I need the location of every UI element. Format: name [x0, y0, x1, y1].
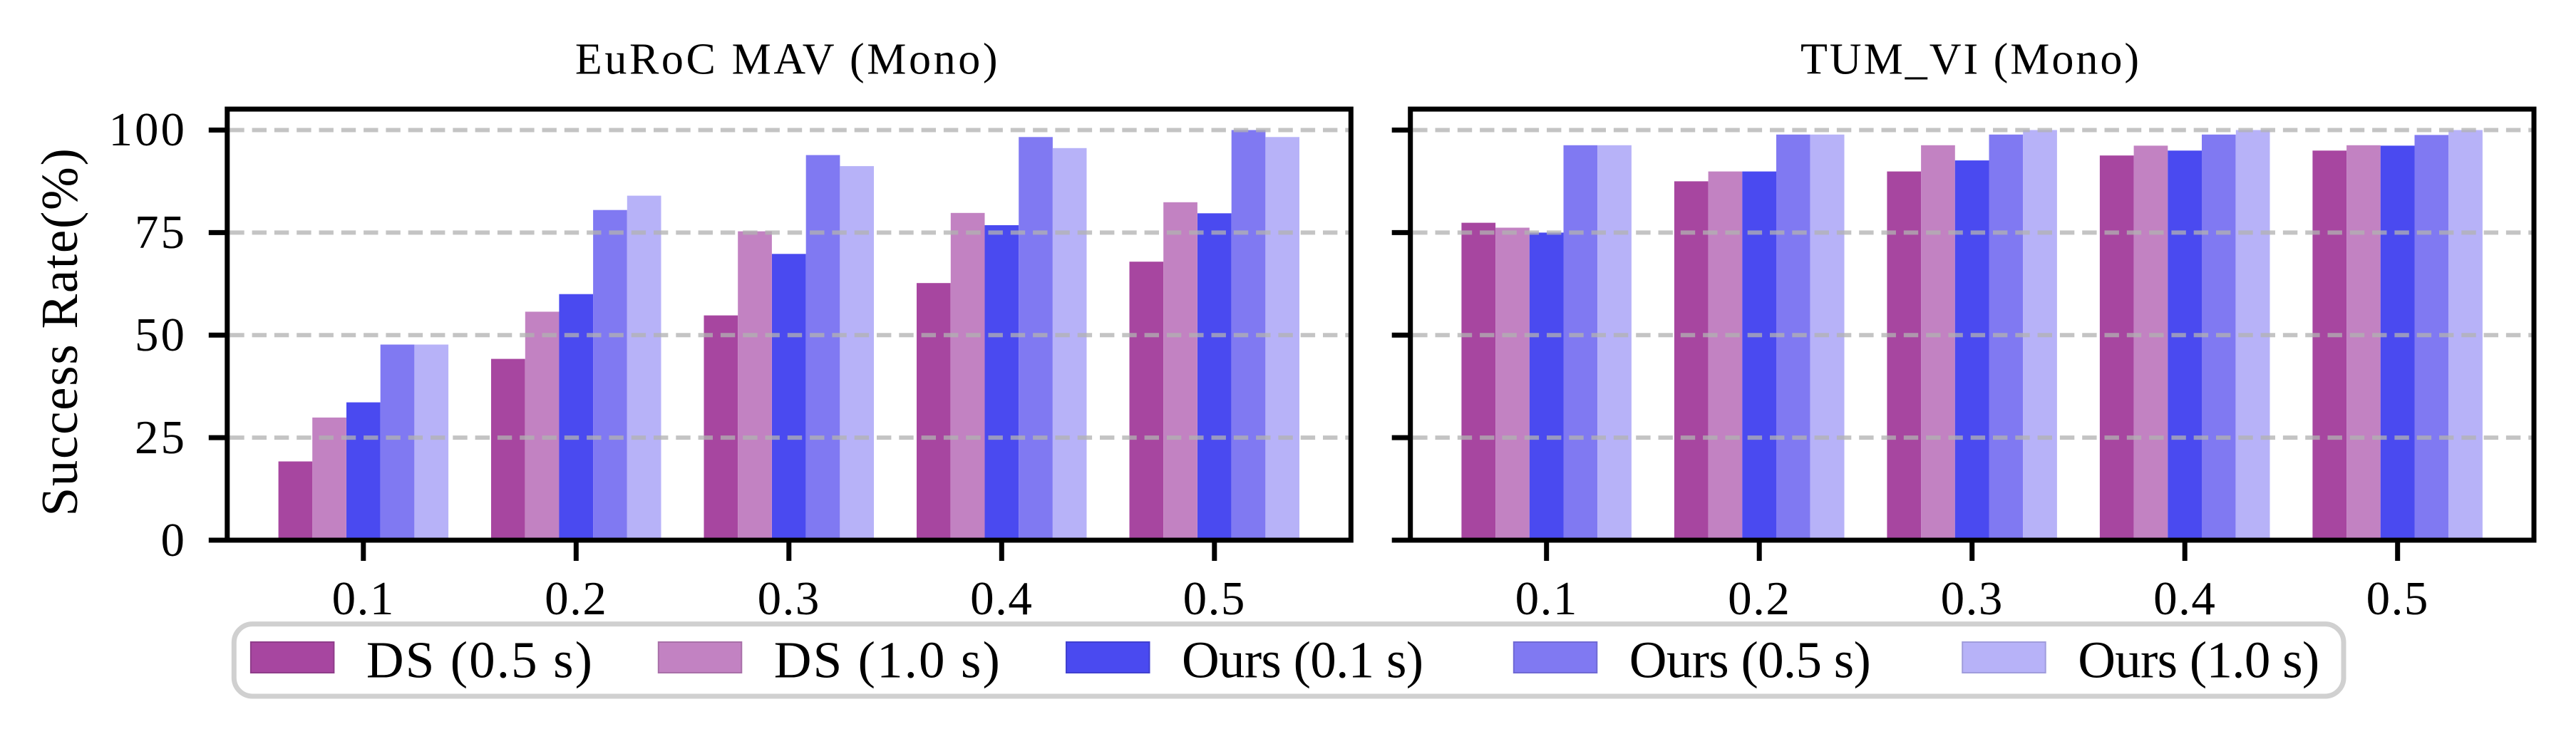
svg-text:0: 0 — [161, 514, 187, 567]
svg-text:0.2: 0.2 — [545, 572, 607, 625]
svg-text:TUM_VI (Mono): TUM_VI (Mono) — [1800, 35, 2141, 83]
svg-text:25: 25 — [135, 411, 187, 464]
svg-text:0.3: 0.3 — [758, 572, 820, 625]
svg-text:DS (1.0 s): DS (1.0 s) — [774, 631, 1001, 689]
svg-text:50: 50 — [135, 309, 187, 361]
svg-text:0.1: 0.1 — [1515, 572, 1578, 625]
svg-text:0.4: 0.4 — [2153, 572, 2216, 625]
svg-text:75: 75 — [135, 206, 187, 259]
svg-text:DS (0.5 s): DS (0.5 s) — [366, 631, 594, 689]
svg-text:EuRoC MAV (Mono): EuRoC MAV (Mono) — [575, 35, 1000, 83]
svg-text:0.5: 0.5 — [2366, 572, 2429, 625]
svg-text:0.4: 0.4 — [970, 572, 1033, 625]
svg-text:0.5: 0.5 — [1183, 572, 1246, 625]
svg-text:0.3: 0.3 — [1941, 572, 2004, 625]
svg-text:Ours (0.5 s): Ours (0.5 s) — [1629, 631, 1870, 689]
svg-text:Ours (0.1 s): Ours (0.1 s) — [1182, 631, 1423, 689]
svg-text:Success Rate(%): Success Rate(%) — [31, 147, 88, 516]
svg-text:0.2: 0.2 — [1728, 572, 1791, 625]
svg-text:0.1: 0.1 — [332, 572, 395, 625]
svg-text:Ours (1.0 s): Ours (1.0 s) — [2078, 631, 2319, 689]
svg-text:100: 100 — [109, 103, 187, 156]
